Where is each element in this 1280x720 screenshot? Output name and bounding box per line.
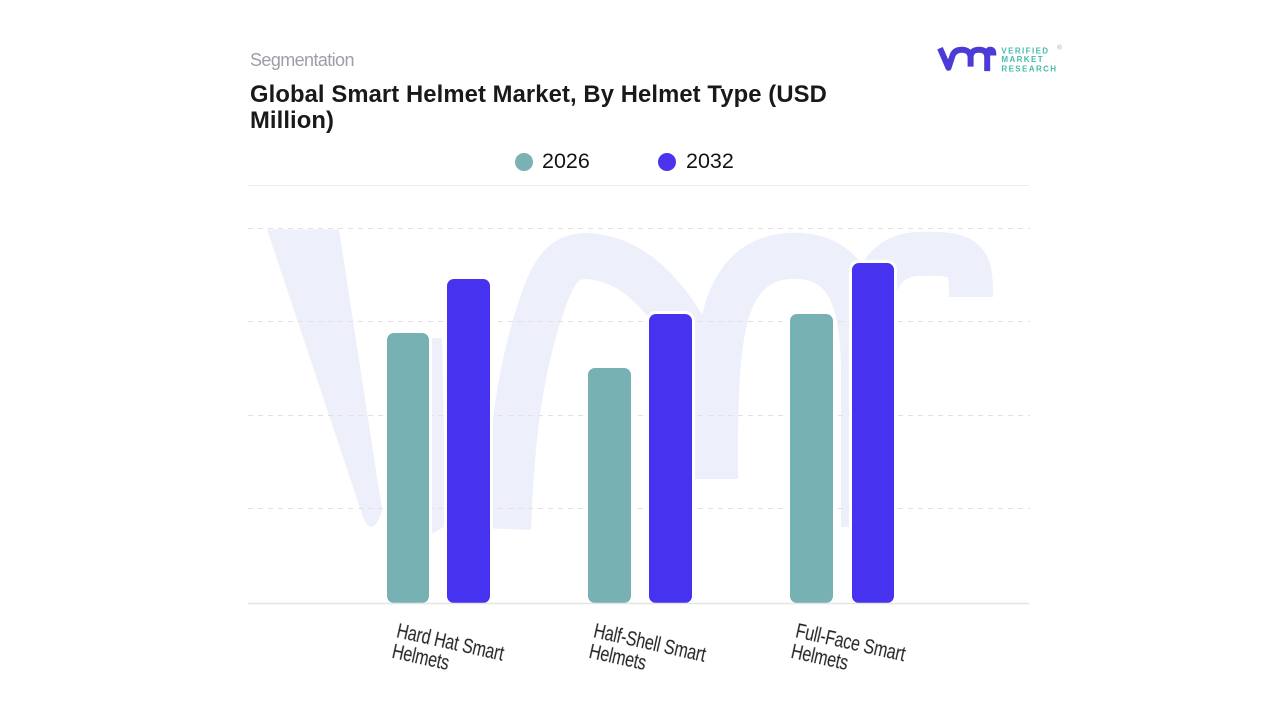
svg-text:MARKET: MARKET bbox=[1001, 55, 1044, 64]
svg-text:®: ® bbox=[1057, 44, 1062, 52]
svg-text:RESEARCH: RESEARCH bbox=[1001, 64, 1057, 73]
svg-text:VERIFIED: VERIFIED bbox=[1001, 46, 1049, 55]
